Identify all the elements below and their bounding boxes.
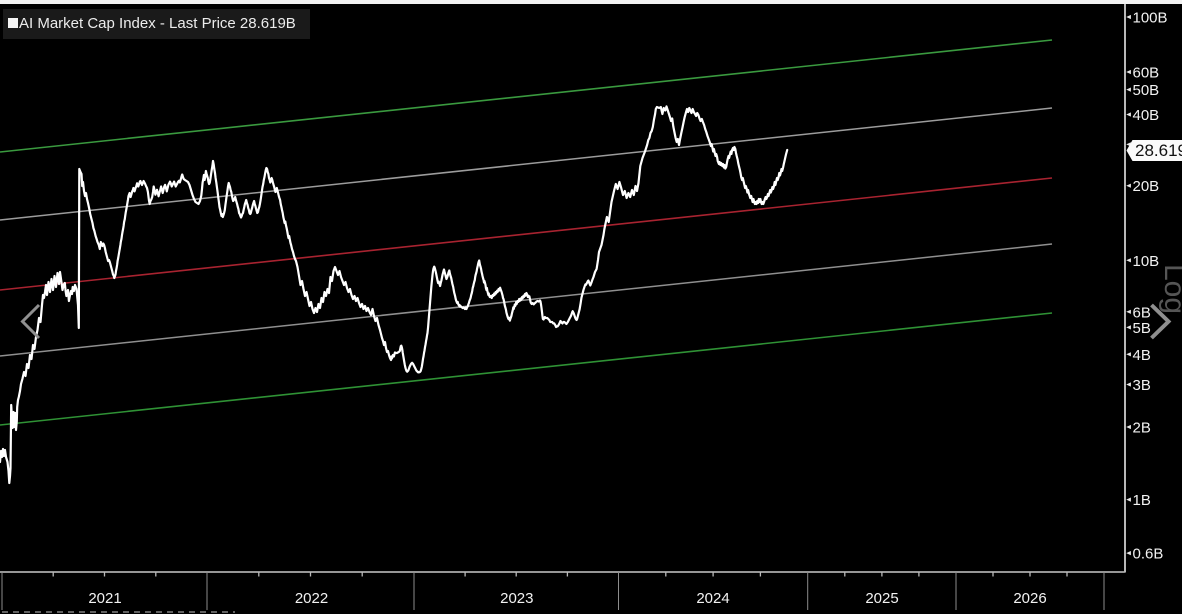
- svg-text:2B: 2B: [1133, 420, 1151, 437]
- svg-text:40B: 40B: [1133, 107, 1160, 124]
- svg-text:2021: 2021: [88, 590, 121, 607]
- svg-text:10B: 10B: [1133, 253, 1160, 270]
- svg-text:2024: 2024: [696, 590, 729, 607]
- svg-text:50B: 50B: [1133, 82, 1160, 99]
- svg-text:5B: 5B: [1133, 320, 1151, 337]
- svg-text:2026: 2026: [1013, 590, 1046, 607]
- svg-text:2025: 2025: [865, 590, 898, 607]
- svg-text:0.6B: 0.6B: [1133, 546, 1164, 563]
- svg-text:6B: 6B: [1133, 304, 1151, 321]
- svg-text:20B: 20B: [1133, 178, 1160, 195]
- svg-text:4B: 4B: [1133, 347, 1151, 364]
- svg-text:28.619: 28.619: [1135, 141, 1182, 160]
- svg-text:3B: 3B: [1133, 377, 1151, 394]
- svg-text:2022: 2022: [295, 590, 328, 607]
- svg-text:2023: 2023: [500, 590, 533, 607]
- svg-text:100B: 100B: [1133, 10, 1168, 27]
- svg-text:60B: 60B: [1133, 65, 1160, 82]
- svg-text:1B: 1B: [1133, 492, 1151, 509]
